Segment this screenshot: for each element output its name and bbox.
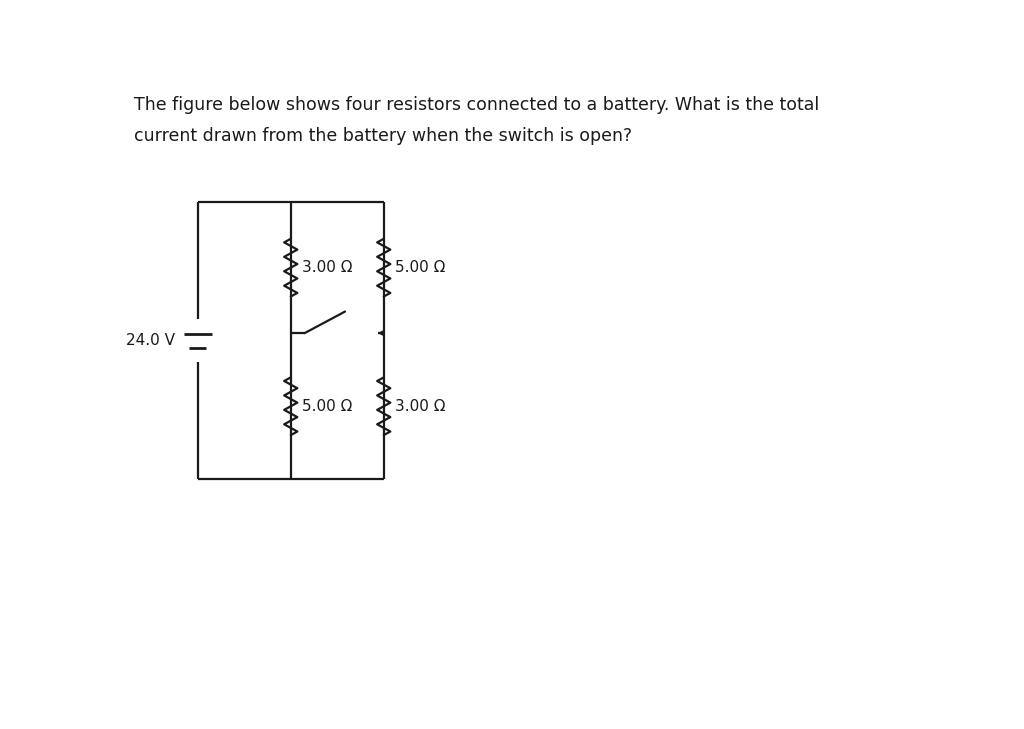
Text: 3.00 Ω: 3.00 Ω — [394, 399, 445, 414]
Text: The figure below shows four resistors connected to a battery. What is the total: The figure below shows four resistors co… — [134, 96, 819, 114]
Text: 24.0 V: 24.0 V — [126, 333, 174, 348]
Text: 5.00 Ω: 5.00 Ω — [302, 399, 352, 414]
Text: 5.00 Ω: 5.00 Ω — [394, 260, 445, 275]
Text: 3.00 Ω: 3.00 Ω — [302, 260, 352, 275]
Text: current drawn from the battery when the switch is open?: current drawn from the battery when the … — [134, 127, 633, 145]
